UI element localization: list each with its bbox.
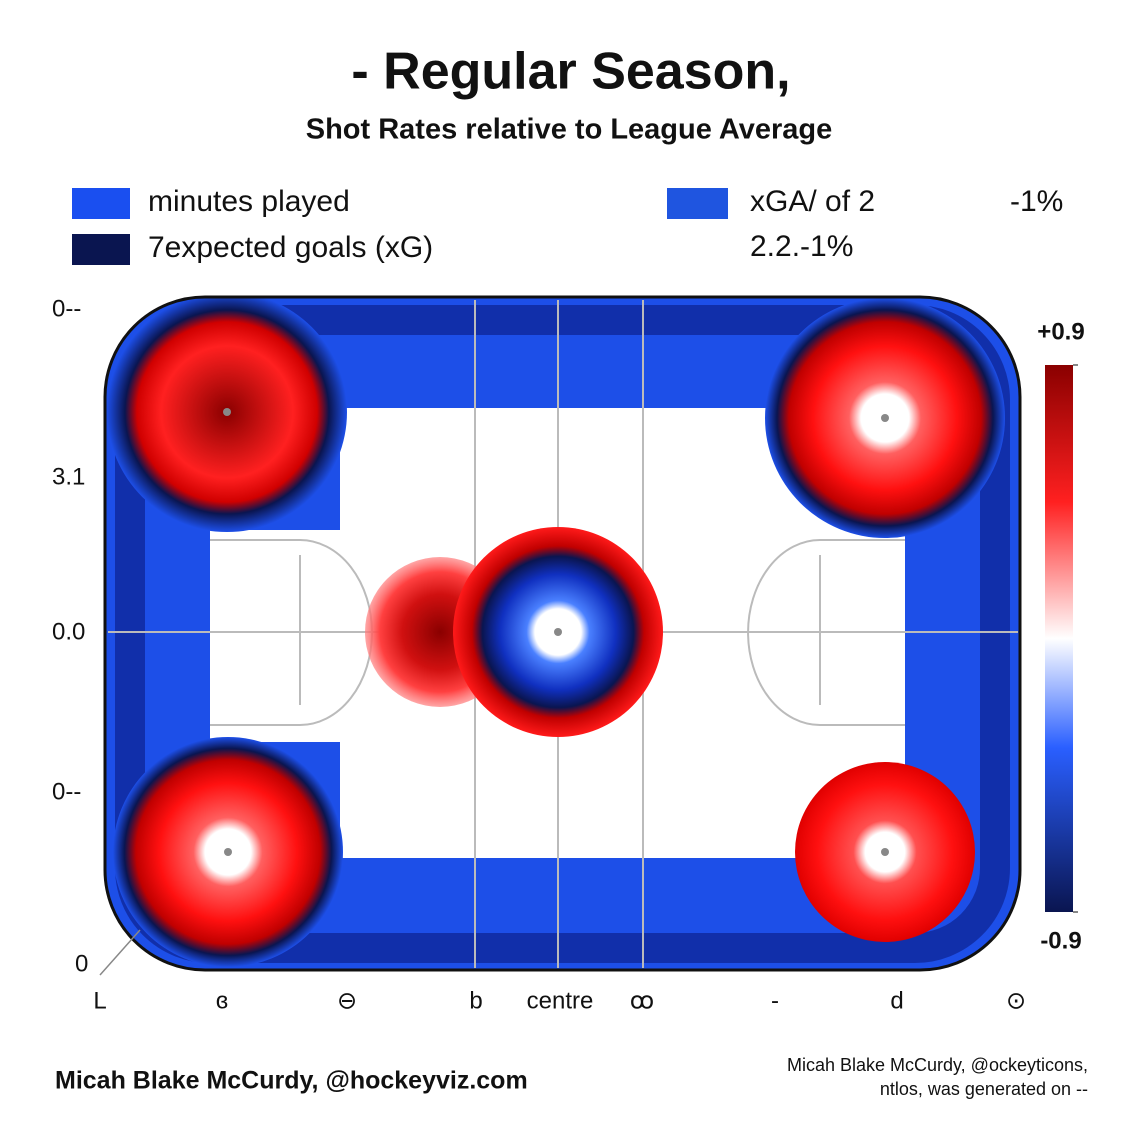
legend-swatch: [667, 188, 728, 219]
legend-extra: -1%: [1010, 185, 1063, 218]
footer-left: Micah Blake McCurdy, @hockeyviz.com: [55, 1067, 528, 1095]
x-label: b: [469, 987, 482, 1014]
footer-right: Micah Blake McCurdy, @ockeyticons,: [787, 1055, 1088, 1075]
y-label: 0--: [52, 778, 81, 805]
rink-band-edge: [115, 305, 1010, 963]
y-label: 0.0: [52, 618, 85, 645]
rink: [105, 297, 1020, 970]
x-label: ⊙: [1006, 987, 1026, 1014]
footer-right: ntlos, was generated on --: [880, 1079, 1088, 1099]
subtitle: Shot Rates relative to League Average: [306, 114, 832, 146]
x-label: -: [771, 987, 779, 1014]
colorbar: [1045, 365, 1073, 912]
legend-note: 2.2.-1%: [750, 230, 853, 263]
x-label: L: [93, 987, 106, 1014]
x-label: ⊖: [337, 987, 357, 1014]
colorbar-label: +0.9: [1037, 318, 1084, 345]
rink-border: [103, 295, 1022, 972]
pointer: [99, 929, 141, 976]
legend-label: xGA/ of 2: [750, 185, 875, 218]
y-label: 3.1: [52, 463, 85, 490]
x-label: ꝏ: [630, 987, 654, 1014]
y-label: 0: [75, 950, 88, 977]
y-label: 0--: [52, 295, 81, 322]
legend-label: 7expected goals (xG): [148, 231, 433, 264]
legend-label: minutes played: [148, 185, 350, 218]
rink-inner: [210, 530, 350, 742]
legend-swatch: [72, 188, 130, 219]
title: - Regular Season,: [351, 43, 790, 101]
dots: [223, 408, 889, 856]
colorbar-label: -0.9: [1040, 927, 1081, 954]
x-label: d: [890, 987, 903, 1014]
x-label: centre: [527, 987, 594, 1014]
x-label: ɞ: [216, 987, 228, 1014]
legend-swatch: [72, 234, 130, 265]
